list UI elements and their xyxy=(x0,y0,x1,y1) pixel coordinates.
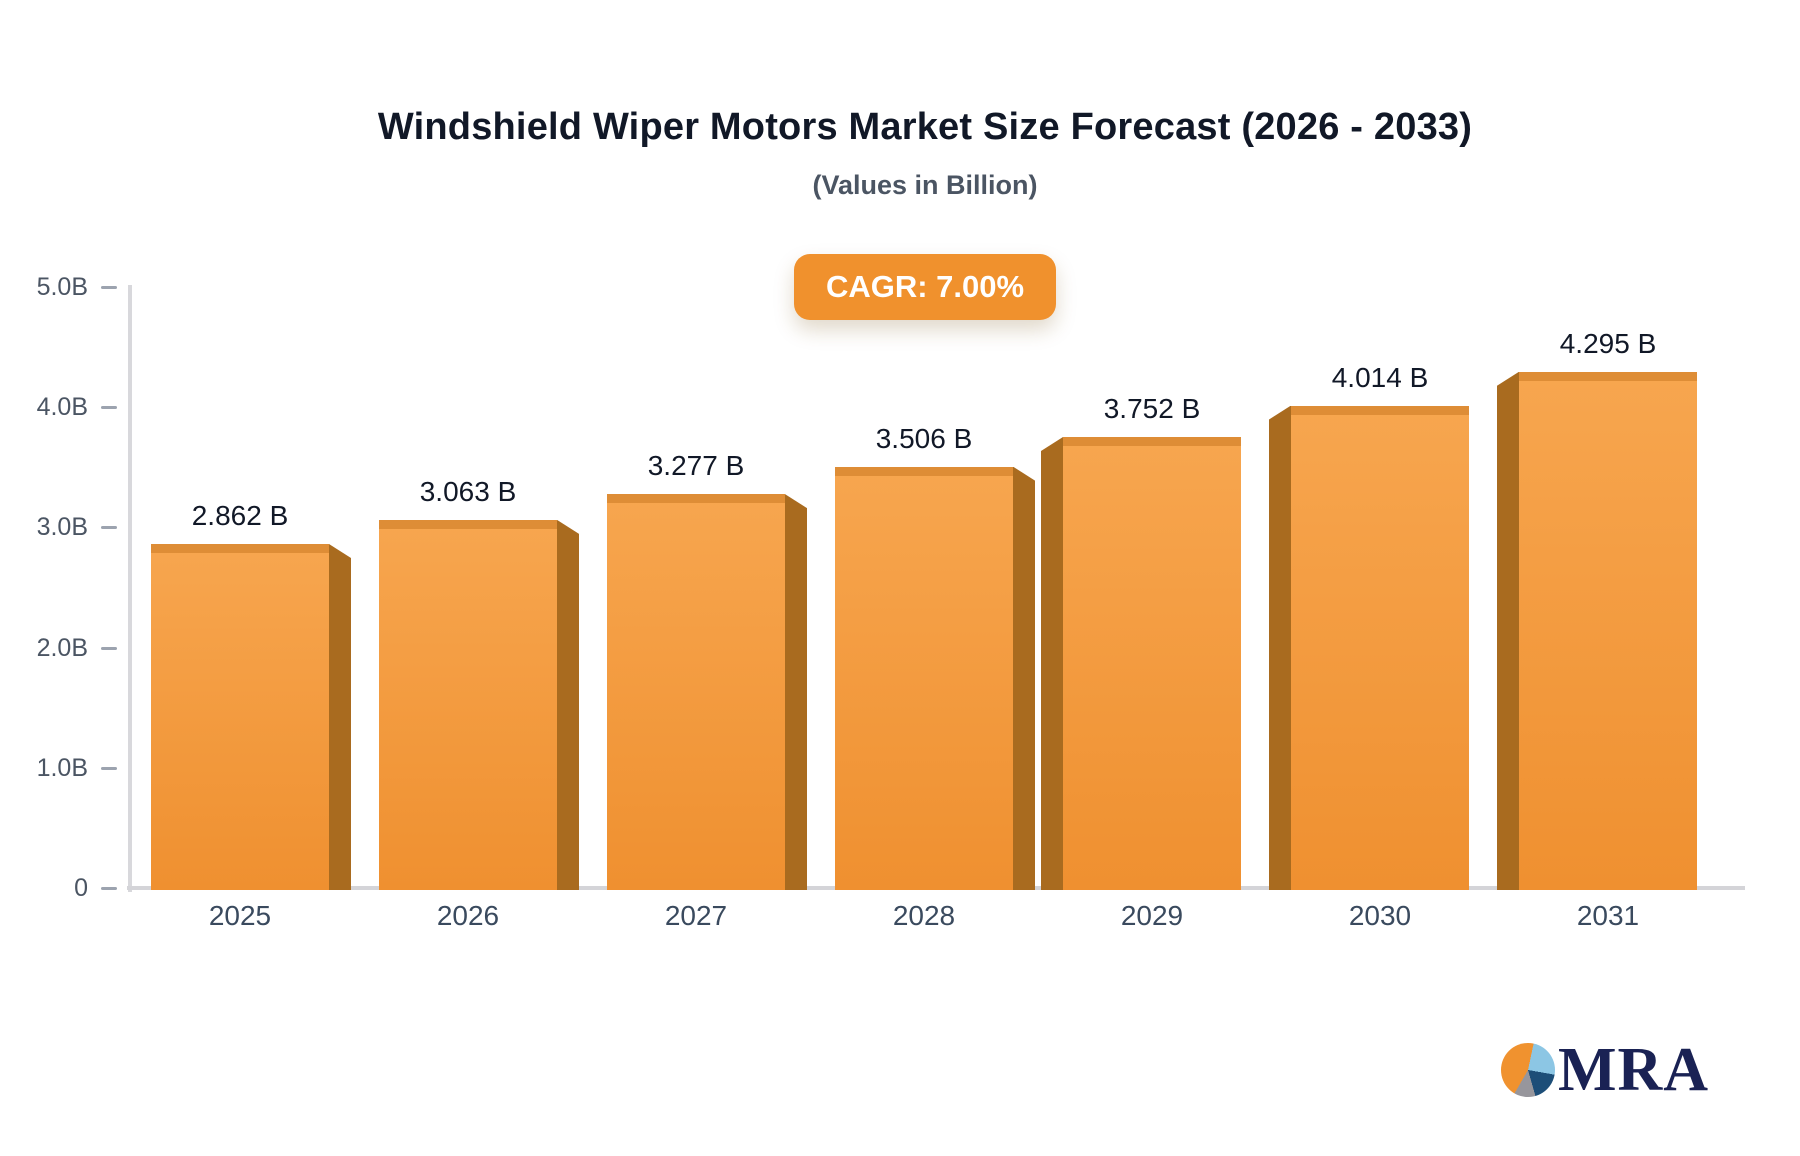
y-tick-label: 4.0B xyxy=(36,393,88,422)
y-tick-label: 5.0B xyxy=(36,273,88,301)
bar-value-label: 3.063 B xyxy=(419,475,517,507)
bar-side-face xyxy=(329,543,351,890)
chart-title: Windshield Wiper Motors Market Size Fore… xyxy=(377,106,1473,148)
mra-logo: MRA xyxy=(1501,1036,1710,1104)
bar-value-label: 3.277 B xyxy=(647,450,745,482)
y-tick-label: 0 xyxy=(74,874,88,902)
bar-side-face xyxy=(1269,405,1291,890)
x-axis-label: 2031 xyxy=(1576,900,1640,931)
y-tick-mark xyxy=(101,526,117,530)
bar-side-face xyxy=(1041,437,1063,890)
pie-chart-logo-icon xyxy=(1501,1043,1555,1097)
y-tick-mark xyxy=(101,766,117,770)
bar-top-band xyxy=(1519,371,1697,381)
bar-face xyxy=(151,543,329,890)
bar-top-band xyxy=(1063,437,1241,446)
x-axis-label: 2028 xyxy=(892,900,956,931)
logo-text: MRA xyxy=(1558,1036,1710,1104)
y-tick-mark xyxy=(101,406,117,410)
bar-value-label: 2.862 B xyxy=(191,499,289,531)
bar-value-label: 4.014 B xyxy=(1331,361,1429,393)
x-axis-label: 2025 xyxy=(208,900,272,931)
x-axis-label: 2026 xyxy=(436,900,500,931)
bar-top-band xyxy=(607,494,785,504)
x-axis-label: 2030 xyxy=(1348,900,1412,931)
bar-face xyxy=(607,494,785,890)
y-tick-mark xyxy=(101,286,117,289)
bar-face xyxy=(835,466,1013,890)
x-axis-label: 2027 xyxy=(664,900,728,931)
cagr-badge: CAGR: 7.00% xyxy=(793,254,1057,320)
cagr-badge-row: CAGR: 7.00% xyxy=(50,254,1800,320)
bar-face xyxy=(1291,405,1469,890)
x-axis-label: 2029 xyxy=(1120,900,1184,931)
y-tick-mark xyxy=(101,646,117,650)
bar-side-face xyxy=(557,519,579,890)
y-tick-label: 3.0B xyxy=(36,513,88,542)
bar-side-face xyxy=(1497,371,1519,890)
y-tick-label: 1.0B xyxy=(36,753,88,782)
chart-subtitle: (Values in Billion) xyxy=(812,170,1038,200)
y-tick-label: 2.0B xyxy=(36,633,88,662)
bar-value-label: 3.506 B xyxy=(875,422,973,454)
bar-side-face xyxy=(1013,466,1035,890)
y-axis-line xyxy=(128,285,132,892)
bar-face xyxy=(379,519,557,890)
bar-value-label: 3.752 B xyxy=(1103,393,1201,424)
bar-side-face xyxy=(785,494,807,890)
bar-face xyxy=(1063,437,1241,890)
bar-value-label: 4.295 B xyxy=(1559,327,1657,359)
bar-top-band xyxy=(151,543,329,553)
bar-top-band xyxy=(1291,405,1469,415)
y-tick-mark xyxy=(101,887,117,890)
bar-top-band xyxy=(379,519,557,529)
bar-top-band xyxy=(835,466,1013,476)
bar-face xyxy=(1519,371,1697,890)
